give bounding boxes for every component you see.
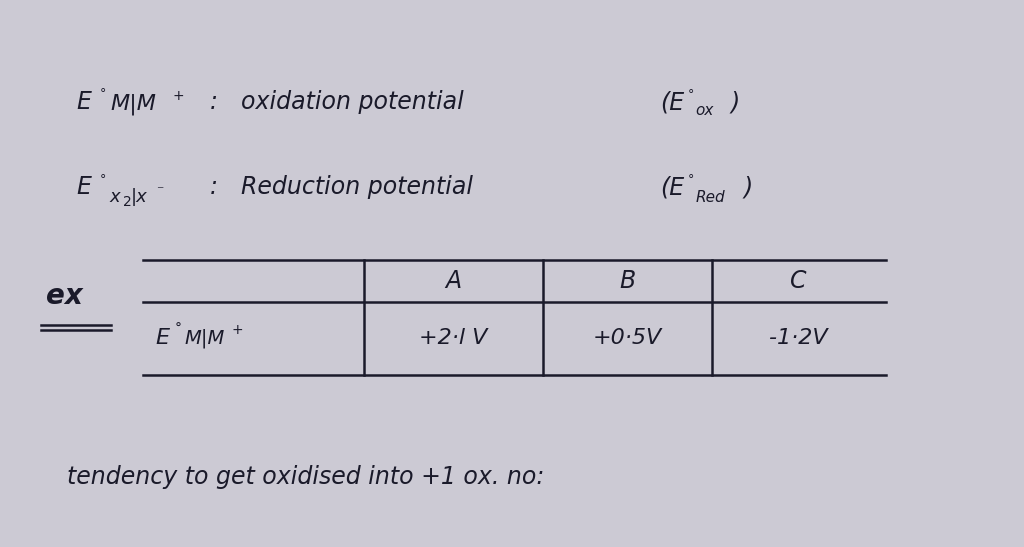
Text: °: ° (99, 173, 105, 186)
Text: +2·l V: +2·l V (419, 328, 487, 348)
Text: oxidation potential: oxidation potential (241, 90, 464, 114)
Text: +: + (231, 323, 243, 337)
Text: E: E (77, 90, 92, 114)
Text: |x: |x (131, 188, 147, 206)
Text: C: C (791, 269, 807, 293)
Text: tendency to get oxidised into +1 ox. no:: tendency to get oxidised into +1 ox. no: (67, 465, 544, 489)
Text: +: + (172, 89, 183, 103)
Text: ⁻: ⁻ (156, 184, 163, 197)
Text: (E: (E (660, 90, 685, 114)
Text: A: A (445, 269, 461, 293)
Text: °: ° (99, 88, 105, 100)
Text: :: : (210, 90, 218, 114)
Text: ox: ox (695, 103, 714, 118)
Text: E: E (77, 175, 92, 199)
Text: °: ° (688, 173, 694, 186)
Text: ): ) (730, 90, 739, 114)
Text: 2: 2 (123, 195, 132, 209)
Text: ): ) (743, 175, 753, 199)
Text: °: ° (688, 88, 694, 101)
Text: -1·2V: -1·2V (769, 328, 828, 348)
Text: :: : (210, 175, 218, 199)
Text: (E: (E (660, 175, 685, 199)
Text: °: ° (175, 322, 182, 335)
Text: +0·5V: +0·5V (593, 328, 662, 348)
Text: B: B (620, 269, 635, 293)
Text: M|M: M|M (111, 94, 157, 115)
Text: ex: ex (46, 282, 83, 310)
Text: Reduction potential: Reduction potential (241, 175, 473, 199)
Text: x: x (110, 188, 120, 206)
Text: Red: Red (695, 190, 725, 205)
Text: M|M: M|M (184, 329, 224, 348)
Text: E: E (156, 328, 170, 348)
